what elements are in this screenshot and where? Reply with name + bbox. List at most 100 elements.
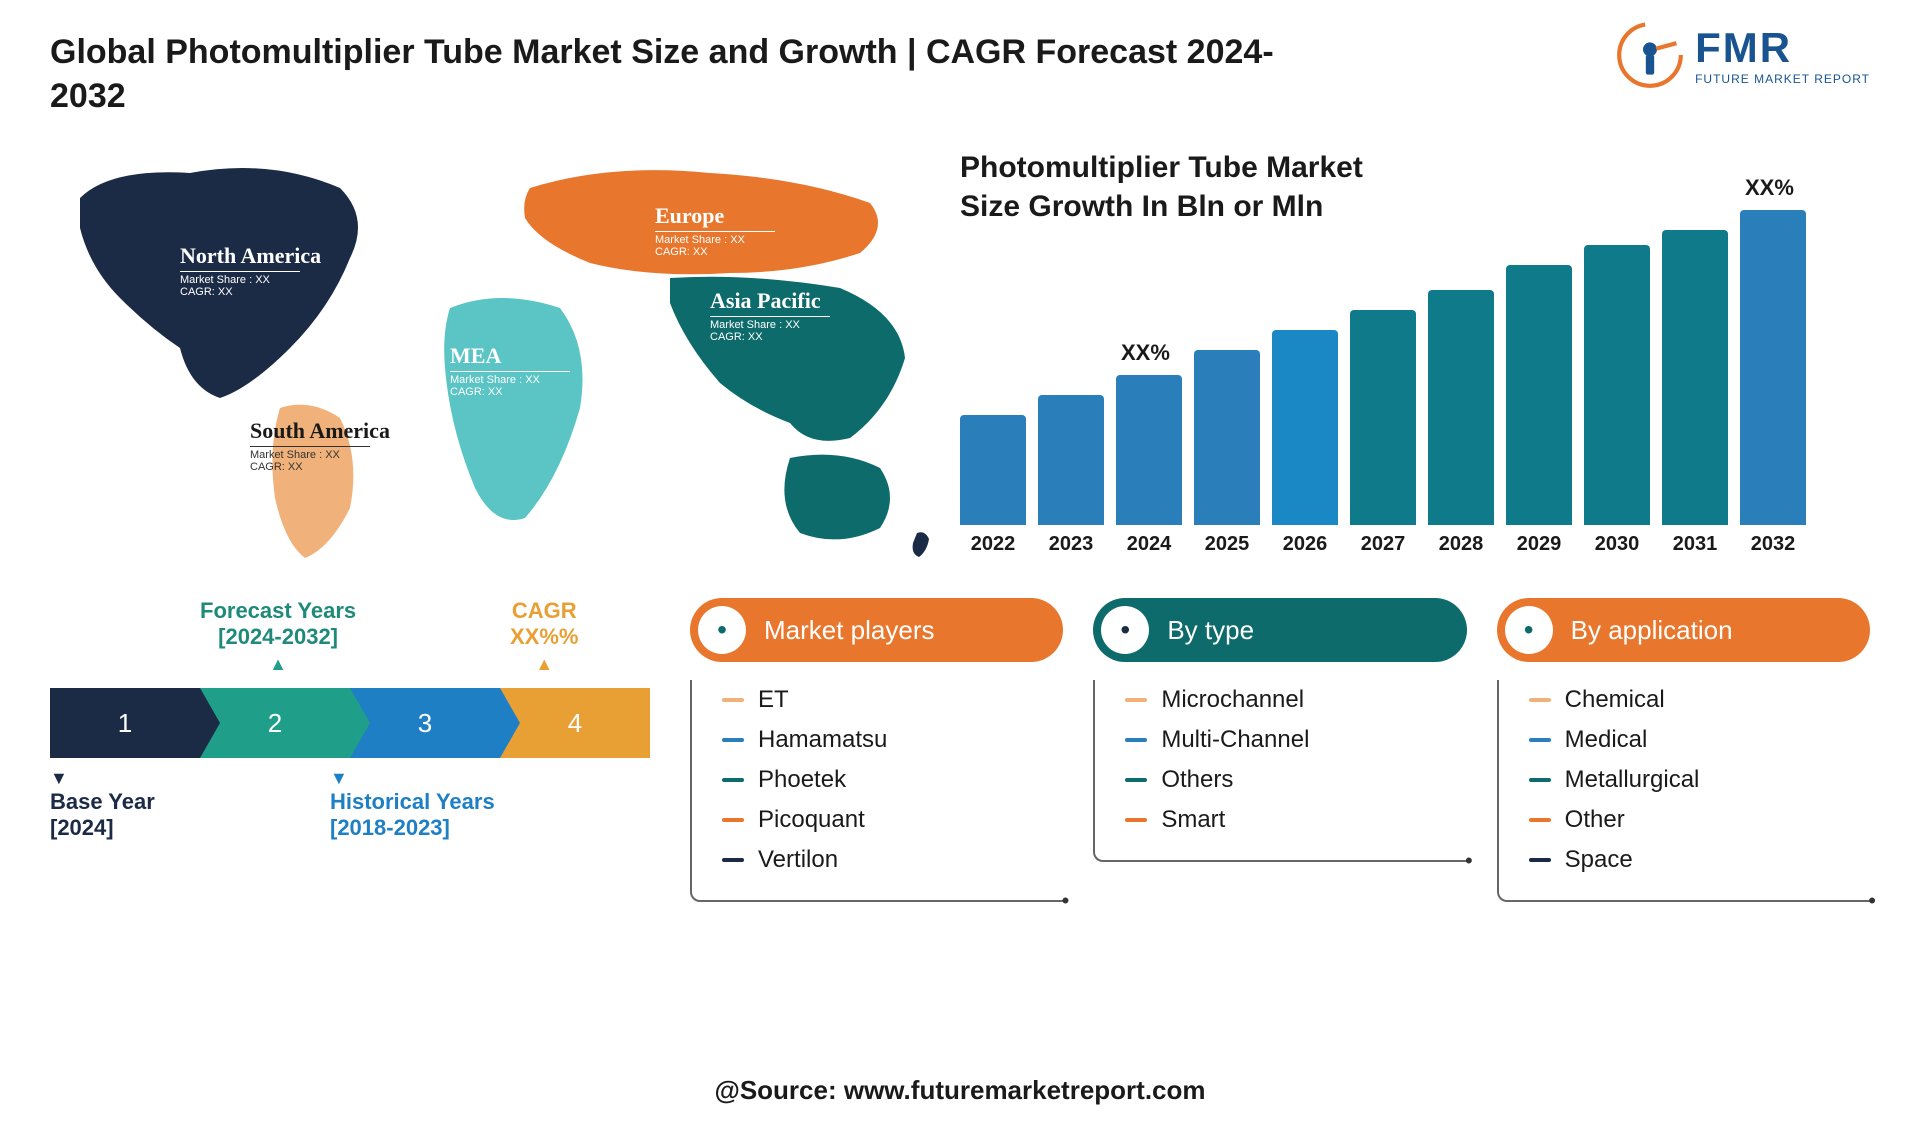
item-label: Hamamatsu bbox=[758, 726, 887, 754]
category-header: By application bbox=[1497, 598, 1870, 662]
logo-tagline: FUTURE MARKET REPORT bbox=[1695, 72, 1870, 86]
bar: 2027 bbox=[1350, 310, 1416, 556]
bar-rect bbox=[1584, 245, 1650, 525]
bar-rect bbox=[1194, 350, 1260, 525]
item-label: Chemical bbox=[1565, 686, 1665, 714]
bar: 2029 bbox=[1506, 265, 1572, 556]
region-name: Europe bbox=[655, 203, 775, 229]
category-title: Market players bbox=[764, 615, 935, 646]
bar-year-label: 2032 bbox=[1751, 533, 1796, 556]
category-column: By type Microchannel Multi-Channel Other… bbox=[1093, 598, 1466, 902]
list-item: ET bbox=[722, 680, 1053, 720]
bar: 2030 bbox=[1584, 245, 1650, 556]
region-label: Asia Pacific Market Share : XX CAGR: XX bbox=[710, 288, 830, 343]
bar-rect bbox=[1506, 265, 1572, 525]
list-item: Medical bbox=[1529, 720, 1860, 760]
tick-icon bbox=[1529, 698, 1551, 702]
cagr-label: CAGR XX%% ▲ bbox=[510, 598, 578, 675]
bar-rect bbox=[1350, 310, 1416, 525]
bar-rect bbox=[1116, 375, 1182, 525]
region-cagr: CAGR: XX bbox=[655, 246, 775, 258]
tick-icon bbox=[1529, 858, 1551, 862]
bar-year-label: 2029 bbox=[1517, 533, 1562, 556]
growth-bar-chart: Photomultiplier Tube Market Size Growth … bbox=[960, 148, 1870, 568]
chevron-down-icon: ▼ bbox=[330, 768, 495, 789]
item-label: Multi-Channel bbox=[1161, 726, 1309, 754]
timeline-segment: 4 bbox=[500, 688, 650, 758]
region-share: Market Share : XX bbox=[180, 274, 321, 286]
item-label: Smart bbox=[1161, 806, 1225, 834]
item-label: Metallurgical bbox=[1565, 766, 1700, 794]
bar-annotation: XX% bbox=[1745, 175, 1794, 201]
bar-year-label: 2027 bbox=[1361, 533, 1406, 556]
list-item: Metallurgical bbox=[1529, 760, 1860, 800]
logo-brand-text: FMR bbox=[1695, 24, 1870, 72]
region-share: Market Share : XX bbox=[450, 374, 570, 386]
category-column: Market players ET Hamamatsu Phoetek Pico… bbox=[690, 598, 1063, 902]
region-cagr: CAGR: XX bbox=[250, 461, 390, 473]
bullet-icon bbox=[1101, 606, 1149, 654]
tick-icon bbox=[1125, 738, 1147, 742]
item-label: Vertilon bbox=[758, 846, 838, 874]
bar-rect bbox=[960, 415, 1026, 525]
chevron-down-icon: ▲ bbox=[510, 654, 578, 675]
historical-years-label: ▼ Historical Years [2018-2023] bbox=[330, 768, 495, 841]
list-item: Microchannel bbox=[1125, 680, 1456, 720]
fmr-logo-icon bbox=[1615, 20, 1685, 90]
region-name: South America bbox=[250, 418, 390, 444]
list-item: Vertilon bbox=[722, 840, 1053, 880]
category-title: By application bbox=[1571, 615, 1733, 646]
bar-rect bbox=[1272, 330, 1338, 525]
region-label: North America Market Share : XX CAGR: XX bbox=[180, 243, 321, 298]
bullet-icon bbox=[1505, 606, 1553, 654]
list-item: Chemical bbox=[1529, 680, 1860, 720]
region-cagr: CAGR: XX bbox=[450, 386, 570, 398]
list-item: Hamamatsu bbox=[722, 720, 1053, 760]
bar: 2032 bbox=[1740, 210, 1806, 556]
list-item: Picoquant bbox=[722, 800, 1053, 840]
timeline-segment: 2 bbox=[200, 688, 350, 758]
bar-year-label: 2031 bbox=[1673, 533, 1718, 556]
region-share: Market Share : XX bbox=[250, 449, 390, 461]
bar-rect bbox=[1662, 230, 1728, 525]
timeline-segment: 3 bbox=[350, 688, 500, 758]
bar-rect bbox=[1428, 290, 1494, 525]
region-name: MEA bbox=[450, 343, 570, 369]
tick-icon bbox=[1125, 818, 1147, 822]
item-label: Space bbox=[1565, 846, 1633, 874]
bar-rect bbox=[1740, 210, 1806, 525]
tick-icon bbox=[722, 818, 744, 822]
region-share: Market Share : XX bbox=[655, 234, 775, 246]
bar-year-label: 2022 bbox=[971, 533, 1016, 556]
bar: 2022 bbox=[960, 415, 1026, 556]
tick-icon bbox=[722, 738, 744, 742]
bar-year-label: 2025 bbox=[1205, 533, 1250, 556]
category-items: Microchannel Multi-Channel Others Smart bbox=[1093, 680, 1466, 862]
bar: 2023 bbox=[1038, 395, 1104, 556]
item-label: Other bbox=[1565, 806, 1625, 834]
item-label: Medical bbox=[1565, 726, 1648, 754]
region-name: Asia Pacific bbox=[710, 288, 830, 314]
list-item: Space bbox=[1529, 840, 1860, 880]
category-items: Chemical Medical Metallurgical Other Spa… bbox=[1497, 680, 1870, 902]
region-label: MEA Market Share : XX CAGR: XX bbox=[450, 343, 570, 398]
category-title: By type bbox=[1167, 615, 1254, 646]
tick-icon bbox=[722, 698, 744, 702]
tick-icon bbox=[1529, 738, 1551, 742]
item-label: Phoetek bbox=[758, 766, 846, 794]
regional-map: North America Market Share : XX CAGR: XX… bbox=[50, 148, 930, 568]
page-title: Global Photomultiplier Tube Market Size … bbox=[50, 30, 1330, 118]
bar-year-label: 2023 bbox=[1049, 533, 1094, 556]
forecast-years-label: Forecast Years [2024-2032] ▲ bbox=[200, 598, 356, 675]
bar-year-label: 2028 bbox=[1439, 533, 1484, 556]
base-year-label: ▼ Base Year [2024] bbox=[50, 768, 155, 841]
source-attribution: @Source: www.futuremarketreport.com bbox=[714, 1075, 1205, 1106]
list-item: Others bbox=[1125, 760, 1456, 800]
region-cagr: CAGR: XX bbox=[180, 286, 321, 298]
bar-rect bbox=[1038, 395, 1104, 525]
category-items: ET Hamamatsu Phoetek Picoquant Vertilon bbox=[690, 680, 1063, 902]
bar-annotation: XX% bbox=[1121, 340, 1170, 366]
category-header: Market players bbox=[690, 598, 1063, 662]
region-share: Market Share : XX bbox=[710, 319, 830, 331]
bar: 2025 bbox=[1194, 350, 1260, 556]
